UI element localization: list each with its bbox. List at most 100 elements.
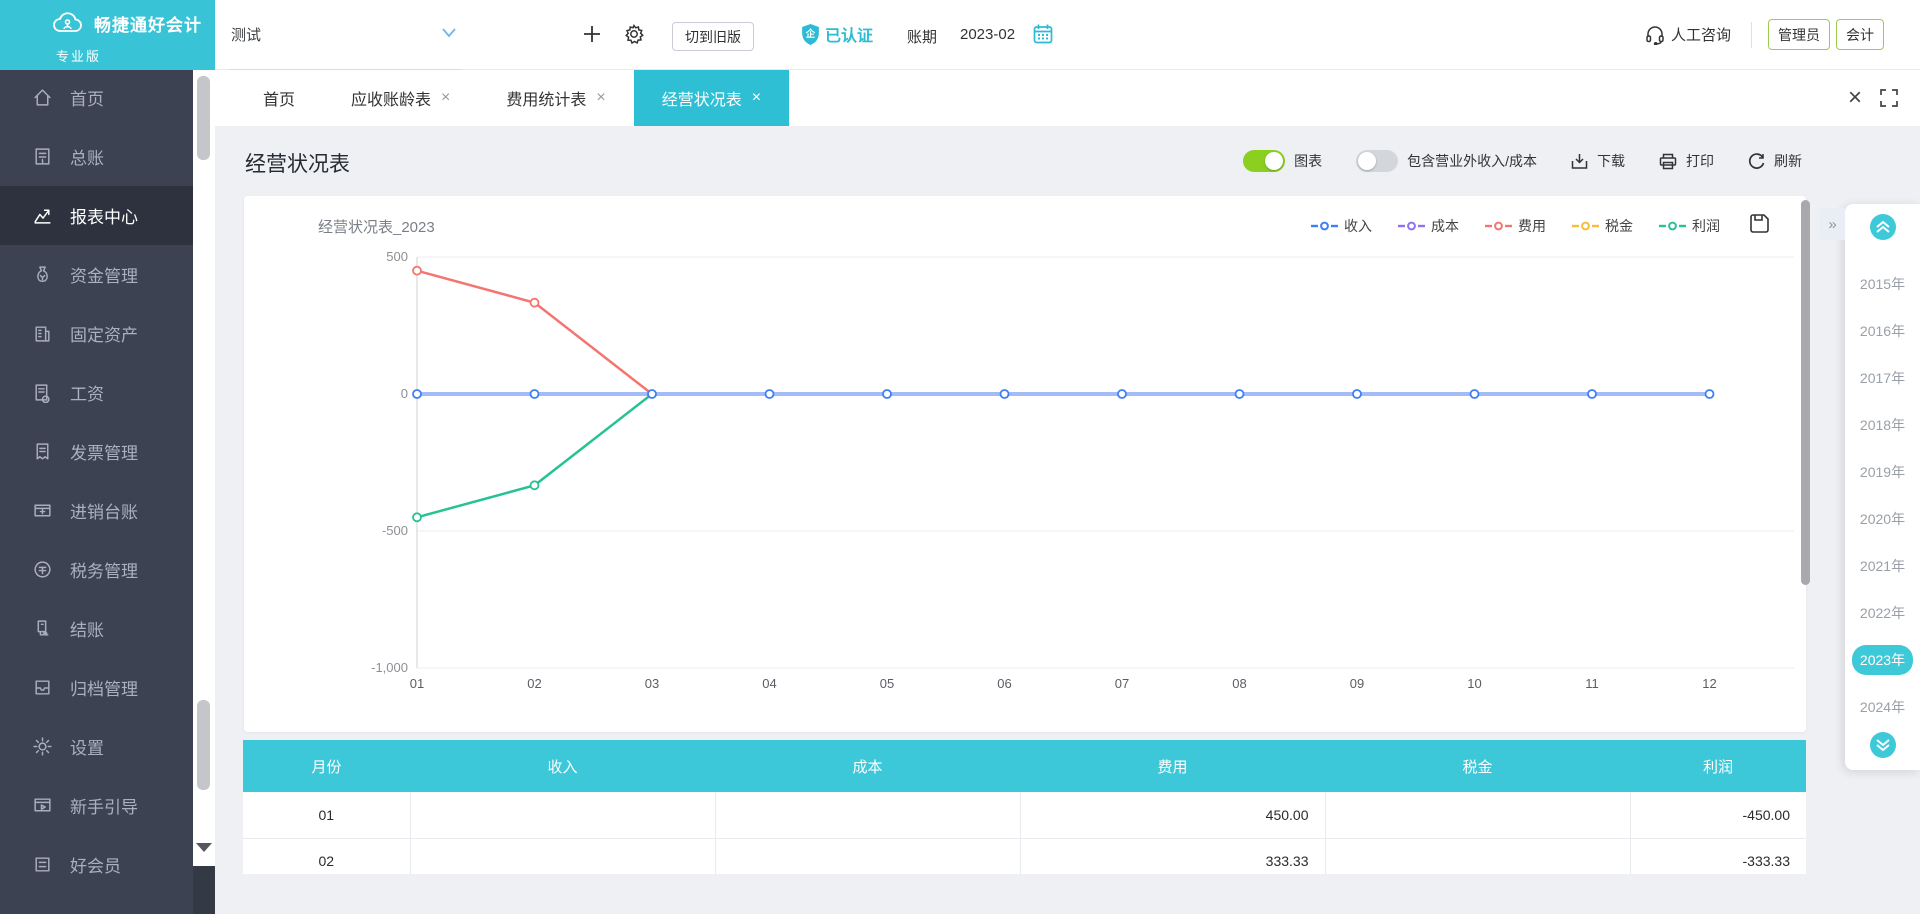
sidebar-scrollbar[interactable] [193, 68, 215, 866]
year-item-2023年[interactable]: 2023年 [1845, 636, 1920, 683]
sidebar-scrollbar-thumb-top[interactable] [197, 76, 210, 160]
fullscreen-expand-icon[interactable] [1880, 89, 1898, 107]
settings-gear-icon[interactable] [620, 20, 648, 48]
year-item-2024年[interactable]: 2024年 [1859, 698, 1906, 715]
sidebar-scrollbar-thumb[interactable] [197, 700, 210, 790]
data-point-收入 [1352, 389, 1362, 399]
tab-close-icon[interactable]: × [441, 89, 451, 106]
sidebar-item-好会员[interactable]: 好会员 [0, 835, 193, 894]
support-link[interactable]: 人工咨询 [1645, 24, 1731, 45]
data-point-收入 [882, 389, 892, 399]
table-cell: 450.00 [1019, 792, 1325, 839]
chart-legend: 收入 成本 费用 税金 利润 [1311, 216, 1720, 236]
y-axis-tick-label: 500 [386, 249, 408, 264]
member-icon [35, 857, 50, 872]
year-item-2022年[interactable]: 2022年 [1859, 604, 1906, 621]
y-axis-tick-label: 0 [401, 386, 408, 401]
scroll-years-up-button[interactable] [1869, 214, 1896, 240]
tab-首页[interactable]: 首页 [235, 70, 323, 126]
period-label: 账期 [907, 29, 938, 46]
sidebar-item-归档管理[interactable]: 归档管理 [0, 658, 193, 717]
tab-应收账龄表[interactable]: 应收账龄表 × [323, 70, 478, 126]
year-panel-collapse-handle[interactable]: » [1820, 208, 1845, 240]
tab-费用统计表[interactable]: 费用统计表 × [478, 70, 633, 126]
year-item-2015年[interactable]: 2015年 [1859, 275, 1906, 292]
period-value[interactable]: 2023-02 [960, 26, 1016, 43]
sidebar-scroll-down-arrow-icon[interactable] [196, 843, 212, 852]
table-col-费用: 费用 [1020, 740, 1325, 792]
sidebar-item-总账[interactable]: 总账 [0, 127, 193, 186]
year-item-2017年[interactable]: 2017年 [1859, 369, 1906, 386]
x-axis-month-label: 12 [1702, 676, 1716, 691]
legend-item-费用[interactable]: 费用 [1485, 216, 1546, 236]
admin-role-button[interactable]: 管理员 [1768, 19, 1830, 50]
tax-icon [34, 561, 51, 578]
gear-icon [33, 737, 52, 756]
download-button[interactable]: 下载 [1571, 151, 1625, 171]
sidebar-item-发票管理[interactable]: 发票管理 [0, 422, 193, 481]
report-controls: 图表 包含营业外收入/成本 下载 打印 刷新 [1243, 150, 1802, 172]
chart-toggle[interactable] [1243, 150, 1286, 172]
sidebar-item-首页[interactable]: 首页 [0, 68, 193, 127]
funds-icon [37, 266, 48, 283]
year-item-2020年[interactable]: 2020年 [1859, 510, 1906, 527]
tab-close-icon[interactable]: × [596, 89, 606, 106]
switch-old-version-button[interactable]: 切到旧版 [672, 22, 754, 51]
chevron-down-icon [442, 28, 456, 38]
refresh-label: 刷新 [1774, 153, 1802, 169]
include-nonoperating-toggle[interactable] [1356, 150, 1399, 172]
shield-icon: 企 [802, 23, 819, 45]
sidebar-item-label: 首页 [70, 90, 104, 109]
year-item-2019年[interactable]: 2019年 [1859, 463, 1906, 480]
sidebar-item-资金管理[interactable]: 资金管理 [0, 245, 193, 304]
save-chart-icon[interactable] [1749, 213, 1770, 239]
sidebar-item-label: 设置 [70, 739, 104, 758]
data-point-收入 [1587, 389, 1597, 399]
content-scrollbar-thumb[interactable] [1801, 200, 1810, 585]
certified-badge[interactable]: 企 已认证 [800, 22, 873, 46]
sidebar-item-设置[interactable]: 设置 [0, 717, 193, 776]
report-chart-card: 经营状况表_2023 收入 成本 费用 税金 利润 500 0 -500 -1,000 01 02… [244, 196, 1806, 732]
sidebar-item-税务管理[interactable]: 税务管理 [0, 540, 193, 599]
data-point-收入 [1469, 389, 1480, 399]
company-select[interactable]: 测试 [229, 0, 462, 70]
download-label: 下载 [1597, 153, 1625, 169]
legend-item-成本[interactable]: 成本 [1398, 216, 1459, 236]
tab-close-icon[interactable]: × [751, 89, 762, 106]
table-cell: 333.33 [1019, 838, 1325, 874]
legend-marker-icon [1398, 221, 1425, 231]
sidebar-item-固定资产[interactable]: 固定资产 [0, 304, 193, 363]
print-button[interactable]: 打印 [1659, 151, 1714, 171]
app-logo-block: 畅捷通好会计 专业版 [0, 0, 215, 70]
year-item-2016年[interactable]: 2016年 [1859, 322, 1906, 339]
chart-toggle-control[interactable]: 图表 [1243, 150, 1322, 172]
legend-marker-icon [1311, 221, 1338, 231]
add-account-button[interactable] [578, 20, 606, 48]
sidebar-item-结账[interactable]: 结账 [0, 599, 193, 658]
calendar-icon[interactable] [1032, 23, 1054, 45]
y-axis-tick-label: -500 [382, 523, 408, 538]
refresh-button[interactable]: 刷新 [1748, 151, 1802, 171]
include-nonoperating-toggle-control[interactable]: 包含营业外收入/成本 [1356, 150, 1537, 172]
legend-item-利润[interactable]: 利润 [1659, 216, 1720, 236]
table-row[interactable]: 02 333.33 -333.33 [243, 838, 1806, 874]
print-label: 打印 [1686, 153, 1714, 169]
sidebar-item-新手引导[interactable]: 新手引导 [0, 776, 193, 835]
table-row[interactable]: 01 450.00 -450.00 [243, 792, 1806, 839]
year-item-2021年[interactable]: 2021年 [1859, 557, 1906, 574]
scroll-years-down-button[interactable] [1869, 732, 1896, 758]
data-point-利润 [412, 512, 422, 523]
year-item-2018年[interactable]: 2018年 [1859, 416, 1906, 433]
tab-经营状况表[interactable]: 经营状况表 × [633, 70, 790, 126]
sidebar-item-label: 报表中心 [70, 208, 138, 227]
sidebar-item-工资[interactable]: 工资 [0, 363, 193, 422]
table-col-收入: 收入 [410, 740, 715, 792]
close-all-tabs-icon[interactable]: × [1847, 84, 1862, 111]
accountant-role-button[interactable]: 会计 [1836, 19, 1884, 50]
sidebar-item-报表中心[interactable]: 报表中心 [0, 186, 193, 245]
sidebar-item-进销台账[interactable]: 进销台账 [0, 481, 193, 540]
legend-item-收入[interactable]: 收入 [1311, 216, 1372, 236]
legend-item-税金[interactable]: 税金 [1572, 216, 1633, 236]
data-point-收入 [412, 389, 422, 399]
